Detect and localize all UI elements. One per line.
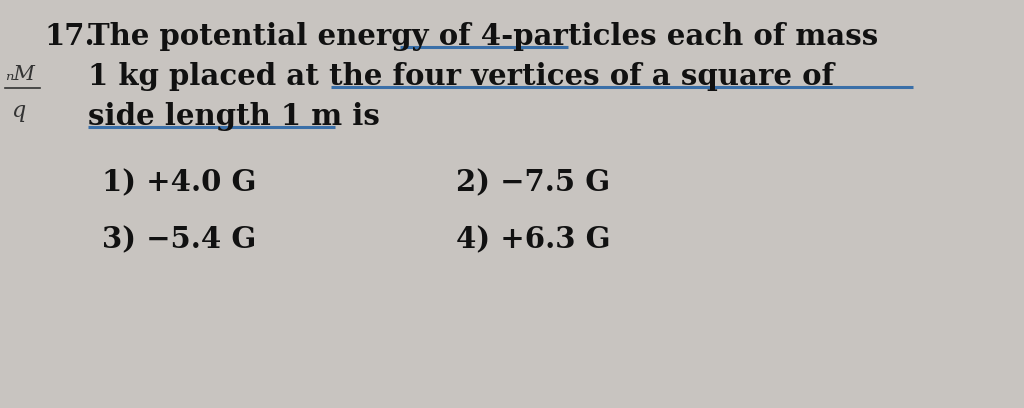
Text: 2) −7.5 G: 2) −7.5 G bbox=[457, 168, 610, 197]
Text: ₙM: ₙM bbox=[5, 65, 35, 84]
Text: 3) −5.4 G: 3) −5.4 G bbox=[102, 225, 257, 254]
Text: q: q bbox=[11, 100, 26, 122]
Text: 1 kg placed at the four vertices of a square of: 1 kg placed at the four vertices of a sq… bbox=[88, 62, 835, 91]
Text: 1) +4.0 G: 1) +4.0 G bbox=[102, 168, 257, 197]
Text: The potential energy of 4-particles each of mass: The potential energy of 4-particles each… bbox=[88, 22, 879, 51]
Text: 4) +6.3 G: 4) +6.3 G bbox=[457, 225, 611, 254]
Text: side length 1 m is: side length 1 m is bbox=[88, 102, 380, 131]
Text: 17.: 17. bbox=[45, 22, 95, 51]
